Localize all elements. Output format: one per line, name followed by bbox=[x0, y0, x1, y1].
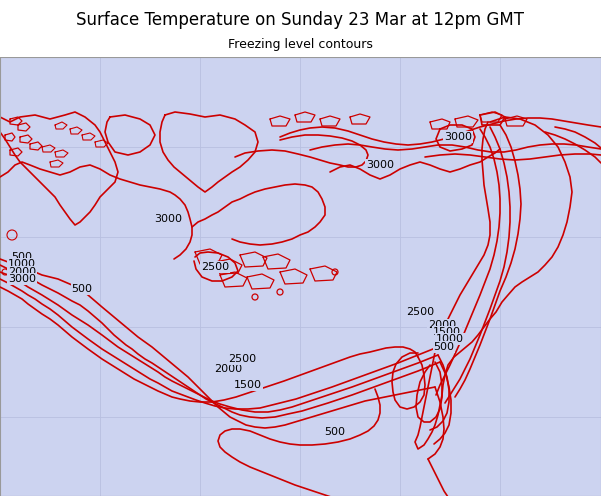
Text: 2500: 2500 bbox=[228, 354, 256, 364]
Text: 1000: 1000 bbox=[8, 259, 36, 269]
Text: 3000: 3000 bbox=[8, 274, 36, 284]
Text: 1500: 1500 bbox=[234, 380, 262, 390]
Text: 1500: 1500 bbox=[433, 327, 461, 337]
Text: 2500: 2500 bbox=[406, 307, 434, 317]
Text: 2500: 2500 bbox=[201, 262, 229, 272]
Text: 2000: 2000 bbox=[214, 364, 242, 374]
Text: Freezing level contours: Freezing level contours bbox=[228, 38, 373, 51]
Text: 500: 500 bbox=[325, 427, 346, 437]
Text: 2000: 2000 bbox=[428, 320, 456, 330]
Text: 2000: 2000 bbox=[8, 267, 36, 277]
Text: 500: 500 bbox=[72, 284, 93, 294]
Text: 3000: 3000 bbox=[154, 214, 182, 224]
Text: 500: 500 bbox=[433, 342, 454, 352]
Text: 500: 500 bbox=[11, 252, 32, 262]
Text: 3000: 3000 bbox=[366, 160, 394, 170]
Text: Surface Temperature on Sunday 23 Mar at 12pm GMT: Surface Temperature on Sunday 23 Mar at … bbox=[76, 11, 525, 29]
Text: 1000: 1000 bbox=[436, 334, 464, 344]
Text: 3000: 3000 bbox=[444, 132, 472, 142]
